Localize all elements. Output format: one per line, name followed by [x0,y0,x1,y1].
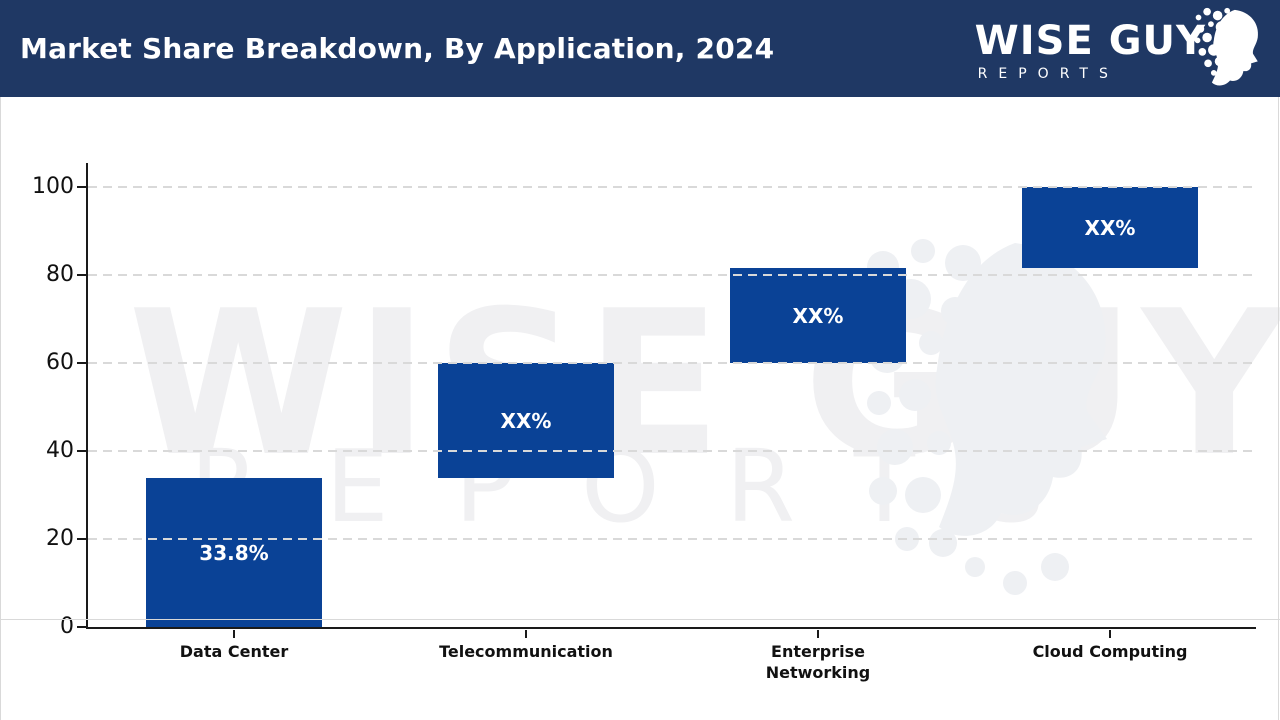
dotted-head-icon [1192,6,1270,96]
x-tick-mark [233,630,235,638]
gridline [88,538,1256,540]
bar-cloud-computing: XX% [1022,187,1198,269]
y-tick-mark [77,274,86,276]
y-tick-mark [77,362,86,364]
bar-telecommunication: XX% [438,363,614,479]
x-tick-mark [1109,630,1111,638]
y-tick-label: 40 [46,438,74,463]
chart-area: WISE GUY REPORTS 0 20 40 60 80 100 33.8% Data C… [0,97,1280,720]
x-axis-spine [86,627,1256,629]
y-tick-label: 80 [46,262,74,287]
y-tick-mark [77,538,86,540]
bar-value-label: XX% [500,408,552,433]
logo-wordmark: WISE GUY [974,17,1206,64]
x-tick-mark [525,630,527,638]
page-title: Market Share Breakdown, By Application, … [20,32,775,65]
x-tick-label: Telecommunication [439,642,613,661]
y-tick-label: 100 [32,174,74,199]
x-tick-label: Data Center [179,642,289,661]
y-tick-label: 20 [46,526,74,551]
y-tick-mark [77,450,86,452]
bar-data-center: 33.8% [146,478,322,627]
y-tick-mark [77,186,86,188]
bottom-hairline [0,619,1280,620]
right-hairline [1278,97,1279,720]
bar-value-label: 33.8% [199,540,269,565]
x-tick-label: Enterprise Networking [765,642,871,682]
bar-value-label: XX% [1084,215,1136,240]
wise-guy-logo: WISE GUY REPORTS [975,6,1270,96]
y-axis-spine [86,163,88,629]
left-hairline [0,97,1,720]
y-tick-mark [77,626,86,628]
x-tick-label: Cloud Computing [1032,642,1188,661]
logo-subtitle: REPORTS [977,65,1119,82]
y-tick-label: 60 [46,350,74,375]
gridline [88,186,1256,188]
gridline [88,362,1256,364]
x-tick-mark [817,630,819,638]
header-bar: Market Share Breakdown, By Application, … [0,0,1280,97]
y-tick-label: 0 [60,614,74,639]
bar-enterprise-networking: XX% [730,268,906,363]
gridline [88,274,1256,276]
gridline [88,450,1256,452]
plot-layer: 0 20 40 60 80 100 33.8% Data Center XX% Telecommu… [0,97,1280,720]
bar-value-label: XX% [792,303,844,328]
logo-text: WISE GUY REPORTS [975,21,1206,82]
